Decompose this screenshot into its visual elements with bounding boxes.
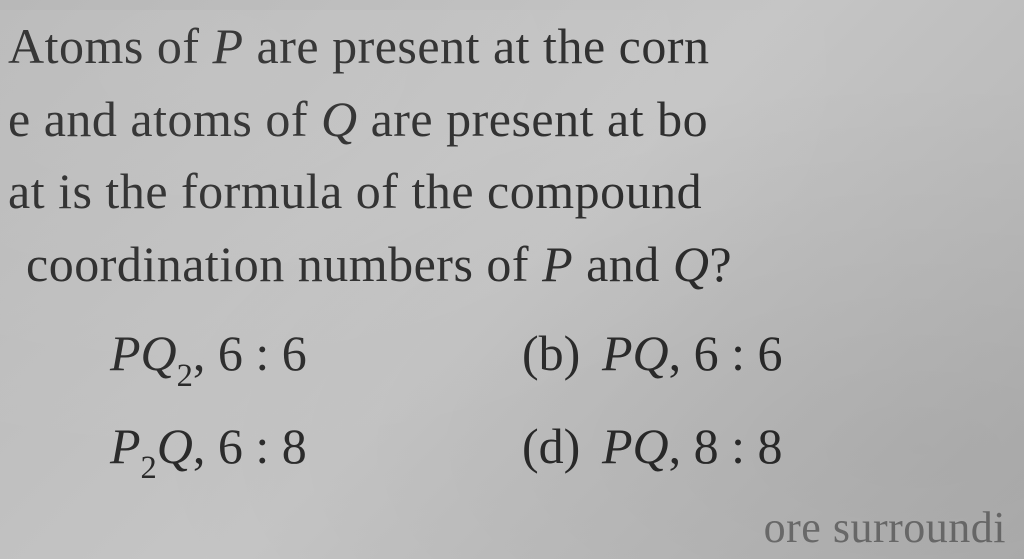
variable-p: P [213,18,244,74]
option-content: PQ2, 6 : 6 [110,318,307,395]
option-b: (b) PQ, 6 : 6 [522,318,1014,395]
formula-sub: 2 [177,358,193,394]
text-fragment: ? [709,236,732,292]
formula-pre: PQ [602,325,669,381]
option-content: P2Q, 6 : 8 [110,411,307,488]
formula-pre: P [110,418,141,474]
text-fragment: at is the formula of the compound [8,163,702,219]
text-fragment: and [573,236,673,292]
option-label-d: (d) [522,411,588,481]
formula-pre: PQ [602,418,669,474]
ratio-text: , 6 : 6 [669,325,783,381]
question-line-1: Atoms of P are present at the corn [8,10,1024,83]
question-text: Atoms of P are present at the corn e and… [0,10,1024,300]
option-a: PQ2, 6 : 6 [30,318,522,395]
scanned-page: Atoms of P are present at the corn e and… [0,10,1024,559]
formula-sub: 2 [141,450,157,486]
answer-options: PQ2, 6 : 6 (b) PQ, 6 : 6 P2Q, 6 : 8 (d) … [0,318,1024,487]
text-fragment: coordination numbers of [26,236,542,292]
variable-q: Q [673,236,710,292]
text-fragment: e and atoms of [8,91,321,147]
footer-text-fragment: ore surroundi [764,502,1006,553]
question-line-2: e and atoms of Q are present at bo [8,83,1024,156]
option-content: PQ, 6 : 6 [602,318,783,395]
formula-pre: PQ [110,325,177,381]
option-content: PQ, 8 : 8 [602,411,783,488]
formula-post: Q [157,418,193,474]
question-line-4: coordination numbers of P and Q? [8,228,1024,301]
option-c: P2Q, 6 : 8 [30,411,522,488]
text-fragment: Atoms of [8,18,213,74]
option-d: (d) PQ, 8 : 8 [522,411,1014,488]
text-fragment: are present at the corn [244,18,710,74]
ratio-text: , 8 : 8 [669,418,783,474]
variable-q: Q [321,91,358,147]
question-line-3: at is the formula of the compound [8,155,1024,228]
variable-p: P [542,236,573,292]
ratio-text: , 6 : 6 [193,325,307,381]
option-label-b: (b) [522,318,588,388]
text-fragment: are present at bo [358,91,709,147]
ratio-text: , 6 : 8 [193,418,307,474]
